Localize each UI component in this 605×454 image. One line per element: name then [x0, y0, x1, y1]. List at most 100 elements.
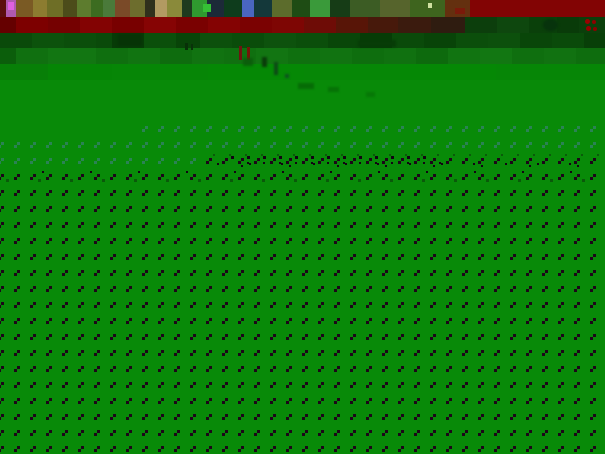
pattern-mark [62, 238, 68, 244]
pattern-mark [526, 126, 532, 132]
pattern-mark [510, 382, 516, 388]
pattern-mark [398, 398, 404, 404]
mid-green-band-segment [544, 48, 576, 64]
pattern-mark [46, 238, 52, 244]
pattern-speckle [262, 179, 265, 182]
pattern-mark [94, 350, 100, 356]
pattern-mark [510, 206, 516, 212]
pattern-mark [350, 302, 356, 308]
pattern-mark [286, 190, 292, 196]
pattern-mark [78, 446, 84, 452]
red-stripe-segment [272, 17, 304, 33]
dark-green-band-segment [328, 33, 360, 48]
pattern-mark [382, 382, 388, 388]
pattern-mark [206, 430, 212, 436]
pattern-mark [14, 366, 20, 372]
pattern-mark [174, 382, 180, 388]
pattern-speckle [441, 163, 443, 165]
pattern-mark [14, 190, 20, 196]
pattern-speckle [213, 154, 215, 156]
pattern-speckle [249, 163, 251, 165]
pattern-mark [190, 366, 196, 372]
pattern-mark [542, 382, 548, 388]
pattern-mark [158, 414, 164, 420]
pattern-mark [590, 174, 596, 180]
pattern-speckle [313, 163, 315, 165]
pattern-mark [30, 350, 36, 356]
pattern-mark [62, 350, 68, 356]
pattern-mark [46, 174, 52, 180]
pattern-mark [126, 398, 132, 404]
pattern-mark [46, 302, 52, 308]
pattern-mark [478, 222, 484, 228]
pattern-mark [510, 270, 516, 276]
pattern-mark [270, 174, 276, 180]
pattern-mark [446, 430, 452, 436]
pattern-mark [398, 126, 404, 132]
pattern-mark [574, 238, 580, 244]
pattern-mark [494, 238, 500, 244]
pattern-mark [190, 382, 196, 388]
dark-blob-1 [262, 57, 267, 67]
red-stripe-segment [336, 17, 368, 33]
red-dot-2 [592, 20, 596, 24]
pattern-speckle [359, 162, 361, 164]
pattern-mark [350, 430, 356, 436]
noise-band-segment [63, 0, 77, 17]
pattern-mark [78, 302, 84, 308]
pattern-mark [590, 270, 596, 276]
pattern-speckle [550, 179, 553, 182]
pattern-mark [238, 366, 244, 372]
pattern-mark [590, 238, 596, 244]
pattern-mark [302, 446, 308, 452]
pattern-mark [574, 446, 580, 452]
pattern-mark [334, 190, 340, 196]
pattern-mark [14, 238, 20, 244]
pattern-mark [174, 334, 180, 340]
pattern-mark [302, 302, 308, 308]
pattern-mark [478, 158, 484, 164]
pattern-mark [558, 206, 564, 212]
noise-band-segment [145, 0, 155, 17]
pattern-mark [302, 254, 308, 260]
smudge-3 [366, 92, 375, 97]
pattern-mark [0, 158, 4, 164]
pattern-mark [286, 350, 292, 356]
pattern-mark [350, 446, 356, 452]
pattern-mark [238, 398, 244, 404]
noise-band-segment [47, 0, 63, 17]
pattern-mark [14, 334, 20, 340]
pattern-mark [254, 366, 260, 372]
mid-green-band-segment [384, 48, 416, 64]
pattern-mark [286, 238, 292, 244]
pattern-mark [510, 318, 516, 324]
pattern-mark [142, 142, 148, 148]
pattern-mark [190, 222, 196, 228]
pattern-mark [510, 222, 516, 228]
pattern-mark [574, 350, 580, 356]
pattern-mark [366, 302, 372, 308]
pattern-mark [574, 366, 580, 372]
pattern-mark [222, 318, 228, 324]
pattern-mark [286, 446, 292, 452]
mid-green-band-segment [512, 48, 544, 64]
pattern-mark [302, 238, 308, 244]
pattern-mark [254, 270, 260, 276]
pattern-mark [78, 350, 84, 356]
pattern-speckle [474, 171, 476, 173]
red-stripe-segment [465, 17, 497, 33]
pattern-mark [14, 206, 20, 212]
pattern-mark [142, 318, 148, 324]
dark-green-band-segment [0, 33, 32, 48]
dark-green-band-segment [456, 33, 488, 48]
pattern-mark [190, 302, 196, 308]
pattern-mark [78, 382, 84, 388]
pattern-mark [542, 350, 548, 356]
pattern-mark [382, 270, 388, 276]
pattern-mark [446, 270, 452, 276]
pattern-mark [286, 142, 292, 148]
pattern-mark [94, 270, 100, 276]
dark-dot-1 [285, 74, 289, 78]
noise-band-segment [310, 0, 330, 17]
pattern-mark [462, 318, 468, 324]
